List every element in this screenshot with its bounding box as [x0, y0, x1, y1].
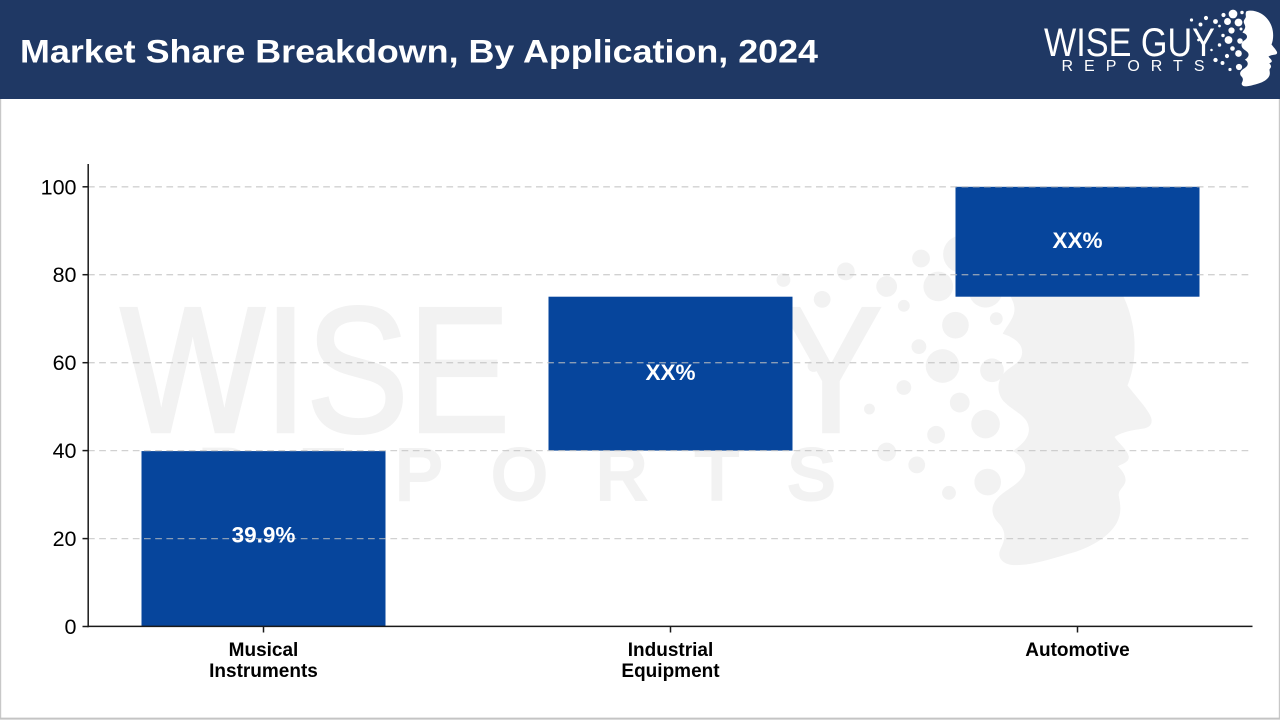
svg-text:Instruments: Instruments [209, 661, 318, 682]
svg-text:Market Share Breakdown, By App: Market Share Breakdown, By Application, … [20, 34, 818, 70]
svg-text:Automotive: Automotive [1025, 640, 1130, 661]
svg-text:Musical: Musical [229, 640, 299, 661]
svg-text:39.9%: 39.9% [232, 523, 296, 548]
svg-text:80: 80 [53, 263, 77, 287]
svg-text:Industrial: Industrial [628, 640, 714, 661]
svg-text:Equipment: Equipment [621, 661, 720, 682]
svg-text:XX%: XX% [645, 360, 695, 385]
svg-text:XX%: XX% [1052, 228, 1102, 253]
svg-text:60: 60 [53, 351, 77, 375]
svg-text:20: 20 [53, 527, 77, 551]
svg-text:0: 0 [65, 615, 77, 639]
svg-text:100: 100 [41, 175, 77, 199]
svg-text:40: 40 [53, 439, 77, 463]
